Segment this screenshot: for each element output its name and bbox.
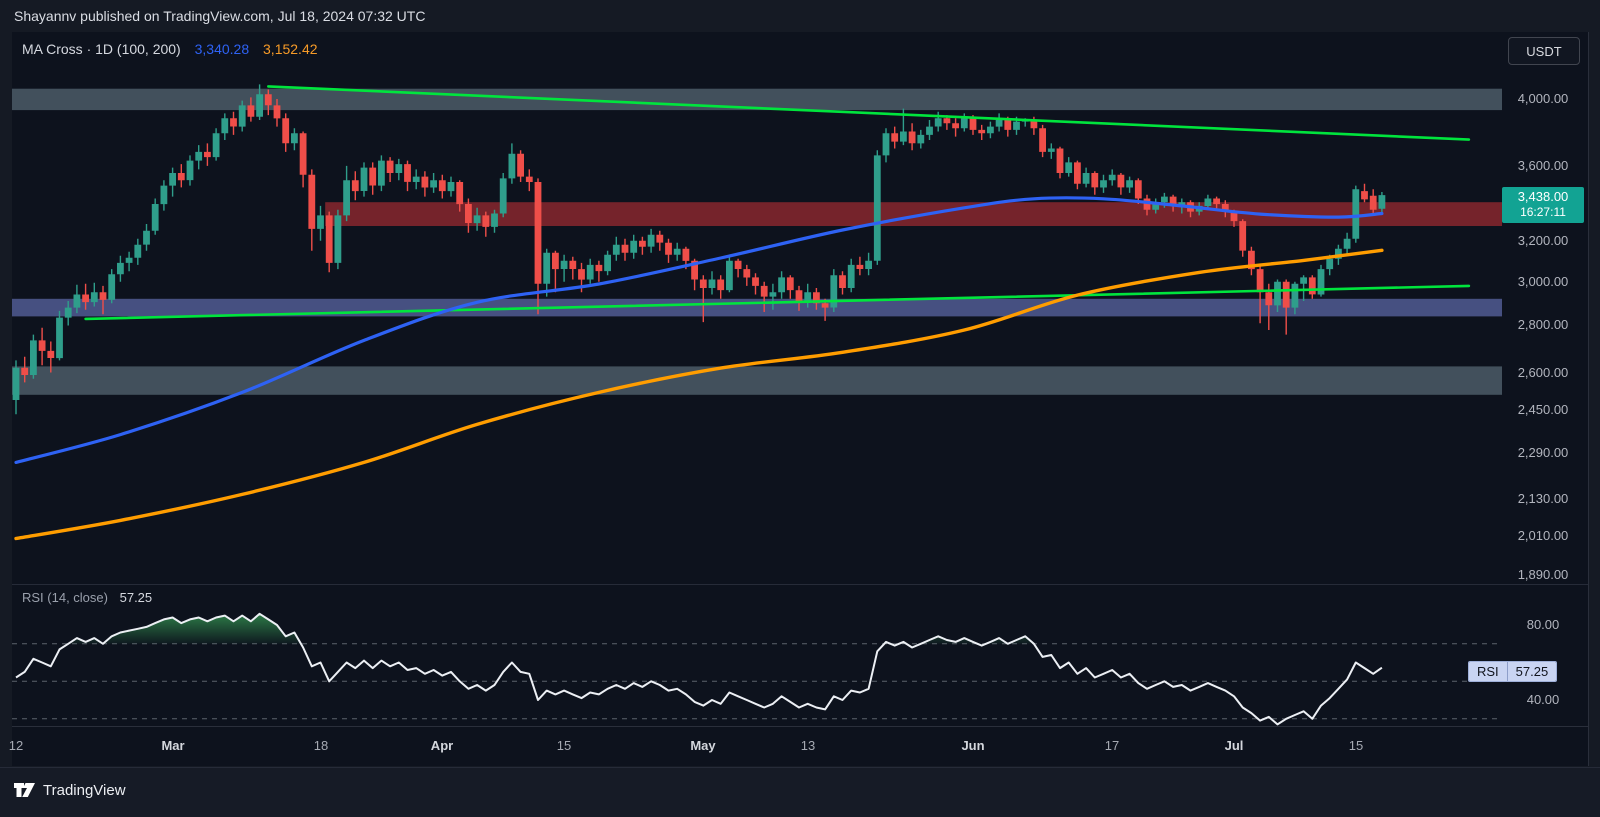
candle-bodies-up bbox=[12, 94, 1386, 400]
tradingview-brand[interactable]: TradingView bbox=[14, 781, 126, 800]
price-axis-label: 2,130.00 bbox=[1517, 491, 1569, 506]
ma100-value: 3,340.28 bbox=[194, 41, 250, 57]
price-axis-label: 2,800.00 bbox=[1517, 317, 1569, 332]
rsi-badge-value: 57.25 bbox=[1506, 662, 1557, 681]
price-axis-label: 2,290.00 bbox=[1517, 445, 1569, 460]
tradingview-logo-icon bbox=[14, 783, 35, 797]
snapshot-header: Shayannv published on TradingView.com, J… bbox=[0, 0, 1600, 32]
time-axis-label: 12 bbox=[8, 738, 24, 753]
time-axis-label: Jul bbox=[1224, 738, 1244, 753]
snapshot-footer: TradingView bbox=[0, 767, 1600, 817]
descending-resistance-trendline[interactable] bbox=[266, 85, 1471, 141]
quote-currency-button[interactable]: USDT bbox=[1508, 37, 1580, 65]
time-axis-label: May bbox=[690, 738, 716, 753]
rsi-value-badge: RSI 57.25 bbox=[1468, 661, 1558, 682]
time-axis-label: Mar bbox=[161, 738, 185, 753]
pane-divider[interactable] bbox=[12, 584, 1588, 585]
price-axis-label: 2,450.00 bbox=[1517, 402, 1569, 417]
rsi-legend[interactable]: RSI (14, close) 57.25 bbox=[22, 590, 152, 605]
rsi-axis-label: 40.00 bbox=[1526, 692, 1560, 707]
price-axis-label: 3,200.00 bbox=[1517, 233, 1569, 248]
time-axis-label: 13 bbox=[800, 738, 816, 753]
indicator-legend[interactable]: MA Cross · 1D (100, 200) 3,340.28 3,152.… bbox=[22, 41, 318, 57]
ma100-line[interactable] bbox=[14, 196, 1384, 464]
last-price-label: 3,438.00 16:27:11 bbox=[1502, 187, 1584, 223]
ascending-support-trendline[interactable] bbox=[84, 284, 1471, 321]
price-axis-label: 3,000.00 bbox=[1517, 274, 1569, 289]
last-price-value: 3,438.00 bbox=[1517, 189, 1569, 204]
price-axis-label: 3,600.00 bbox=[1517, 158, 1569, 173]
time-axis-label: 15 bbox=[556, 738, 572, 753]
time-axis-label: 18 bbox=[313, 738, 329, 753]
rsi-badge-name: RSI bbox=[1469, 662, 1507, 681]
price-axis-label: 4,000.00 bbox=[1517, 91, 1569, 106]
published-by-text: Shayannv published on TradingView.com, J… bbox=[14, 8, 426, 24]
quote-currency-label: USDT bbox=[1526, 43, 1562, 59]
price-axis-label: 1,890.00 bbox=[1517, 567, 1569, 582]
indicator-title: MA Cross · 1D (100, 200) bbox=[22, 41, 181, 57]
tradingview-brand-text: TradingView bbox=[43, 782, 126, 799]
time-axis-label: 17 bbox=[1104, 738, 1120, 753]
rsi-indicator-label: RSI (14, close) bbox=[22, 590, 108, 605]
candle-wicks-down bbox=[24, 89, 1374, 383]
time-axis-label: Jun bbox=[961, 738, 985, 753]
time-axis-label: Apr bbox=[430, 738, 454, 753]
price-axis-label: 2,600.00 bbox=[1517, 365, 1569, 380]
lower-support-zone bbox=[12, 366, 1502, 395]
rsi-overbought-fill bbox=[68, 638, 103, 644]
rsi-indicator-value: 57.25 bbox=[119, 590, 153, 605]
upper-resistance-zone bbox=[12, 88, 1502, 111]
candle-wicks-up bbox=[15, 84, 1383, 415]
price-axis-label: 2,010.00 bbox=[1517, 528, 1569, 543]
bar-countdown: 16:27:11 bbox=[1520, 205, 1566, 220]
time-axis-divider bbox=[12, 726, 1588, 727]
rsi-line[interactable] bbox=[15, 612, 1383, 726]
ma200-line[interactable] bbox=[14, 248, 1384, 541]
rsi-axis-label: 80.00 bbox=[1526, 617, 1560, 632]
ma200-value: 3,152.42 bbox=[263, 41, 318, 57]
time-axis-label: 15 bbox=[1348, 738, 1364, 753]
